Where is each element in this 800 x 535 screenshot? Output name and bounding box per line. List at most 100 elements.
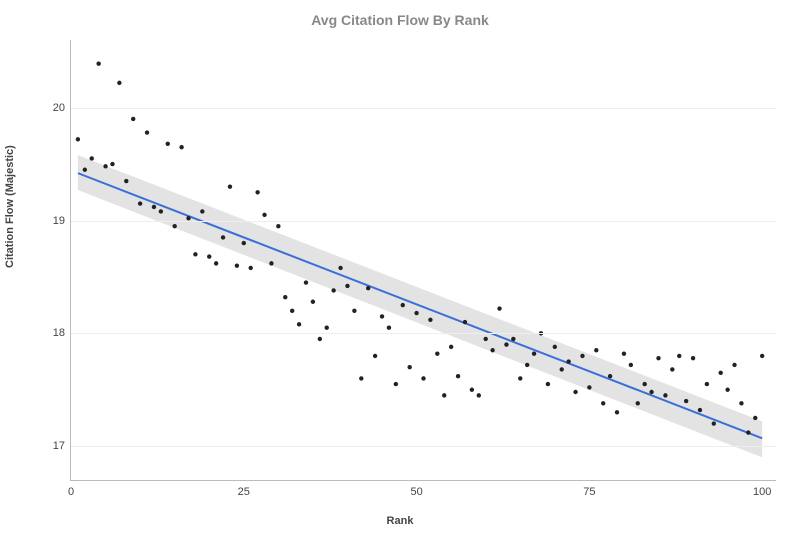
scatter-point — [525, 363, 529, 367]
scatter-point — [255, 190, 259, 194]
scatter-point — [331, 288, 335, 292]
scatter-point — [449, 345, 453, 349]
scatter-point — [117, 81, 121, 85]
scatter-point — [159, 209, 163, 213]
gridline-horizontal — [71, 333, 776, 334]
x-tick-label: 25 — [238, 480, 250, 498]
scatter-point — [269, 261, 273, 265]
x-tick-label: 100 — [753, 480, 771, 498]
scatter-point — [124, 179, 128, 183]
scatter-point — [138, 201, 142, 205]
scatter-point — [663, 393, 667, 397]
scatter-point — [553, 345, 557, 349]
scatter-point — [110, 162, 114, 166]
scatter-point — [712, 421, 716, 425]
x-tick-label: 0 — [68, 480, 74, 498]
scatter-point — [304, 280, 308, 284]
scatter-point — [594, 348, 598, 352]
scatter-point — [725, 388, 729, 392]
scatter-point — [642, 382, 646, 386]
scatter-point — [532, 351, 536, 355]
scatter-point — [297, 322, 301, 326]
scatter-point — [760, 354, 764, 358]
scatter-point — [463, 320, 467, 324]
scatter-point — [221, 235, 225, 239]
scatter-point — [345, 284, 349, 288]
scatter-point — [249, 266, 253, 270]
scatter-point — [608, 374, 612, 378]
scatter-point — [656, 356, 660, 360]
regression-line — [78, 173, 762, 438]
scatter-point — [484, 337, 488, 341]
scatter-point — [103, 164, 107, 168]
y-tick-label: 19 — [53, 215, 71, 227]
scatter-point — [636, 401, 640, 405]
plot-svg — [71, 40, 776, 480]
scatter-point — [152, 205, 156, 209]
scatter-point — [670, 367, 674, 371]
scatter-point — [497, 306, 501, 310]
scatter-point — [705, 382, 709, 386]
scatter-point — [746, 430, 750, 434]
scatter-point — [477, 393, 481, 397]
scatter-point — [235, 263, 239, 267]
scatter-point — [435, 351, 439, 355]
scatter-point — [373, 354, 377, 358]
scatter-point — [207, 254, 211, 258]
y-axis-label: Citation Flow (Majestic) — [4, 145, 16, 268]
scatter-point — [352, 309, 356, 313]
scatter-point — [684, 399, 688, 403]
chart-title: Avg Citation Flow By Rank — [0, 0, 800, 28]
scatter-point — [172, 224, 176, 228]
scatter-point — [442, 393, 446, 397]
scatter-point — [338, 266, 342, 270]
gridline-horizontal — [71, 108, 776, 109]
scatter-point — [732, 363, 736, 367]
scatter-point — [283, 295, 287, 299]
gridline-horizontal — [71, 446, 776, 447]
scatter-point — [83, 168, 87, 172]
x-tick-label: 75 — [583, 480, 595, 498]
scatter-point — [490, 348, 494, 352]
scatter-point — [428, 318, 432, 322]
scatter-point — [470, 388, 474, 392]
scatter-point — [318, 337, 322, 341]
chart-container: Avg Citation Flow By Rank Citation Flow … — [0, 0, 800, 535]
scatter-point — [387, 325, 391, 329]
scatter-point — [262, 213, 266, 217]
scatter-point — [228, 184, 232, 188]
x-tick-label: 50 — [410, 480, 422, 498]
y-tick-label: 18 — [53, 327, 71, 339]
scatter-point — [90, 156, 94, 160]
scatter-point — [719, 371, 723, 375]
scatter-point — [587, 385, 591, 389]
scatter-point — [421, 376, 425, 380]
scatter-point — [518, 376, 522, 380]
scatter-point — [179, 145, 183, 149]
scatter-point — [753, 416, 757, 420]
scatter-point — [649, 390, 653, 394]
scatter-point — [560, 367, 564, 371]
scatter-point — [601, 401, 605, 405]
scatter-point — [691, 356, 695, 360]
scatter-point — [739, 401, 743, 405]
scatter-point — [511, 337, 515, 341]
scatter-point — [242, 241, 246, 245]
scatter-point — [276, 224, 280, 228]
gridline-horizontal — [71, 221, 776, 222]
scatter-point — [380, 314, 384, 318]
scatter-point — [325, 325, 329, 329]
plot-area: 171819200255075100 — [70, 40, 776, 481]
x-axis-label: Rank — [0, 515, 800, 527]
scatter-point — [407, 365, 411, 369]
scatter-point — [96, 61, 100, 65]
scatter-point — [214, 261, 218, 265]
scatter-point — [546, 382, 550, 386]
scatter-point — [504, 342, 508, 346]
scatter-point — [166, 142, 170, 146]
scatter-point — [76, 137, 80, 141]
scatter-point — [615, 410, 619, 414]
scatter-point — [145, 130, 149, 134]
scatter-point — [359, 376, 363, 380]
scatter-point — [677, 354, 681, 358]
